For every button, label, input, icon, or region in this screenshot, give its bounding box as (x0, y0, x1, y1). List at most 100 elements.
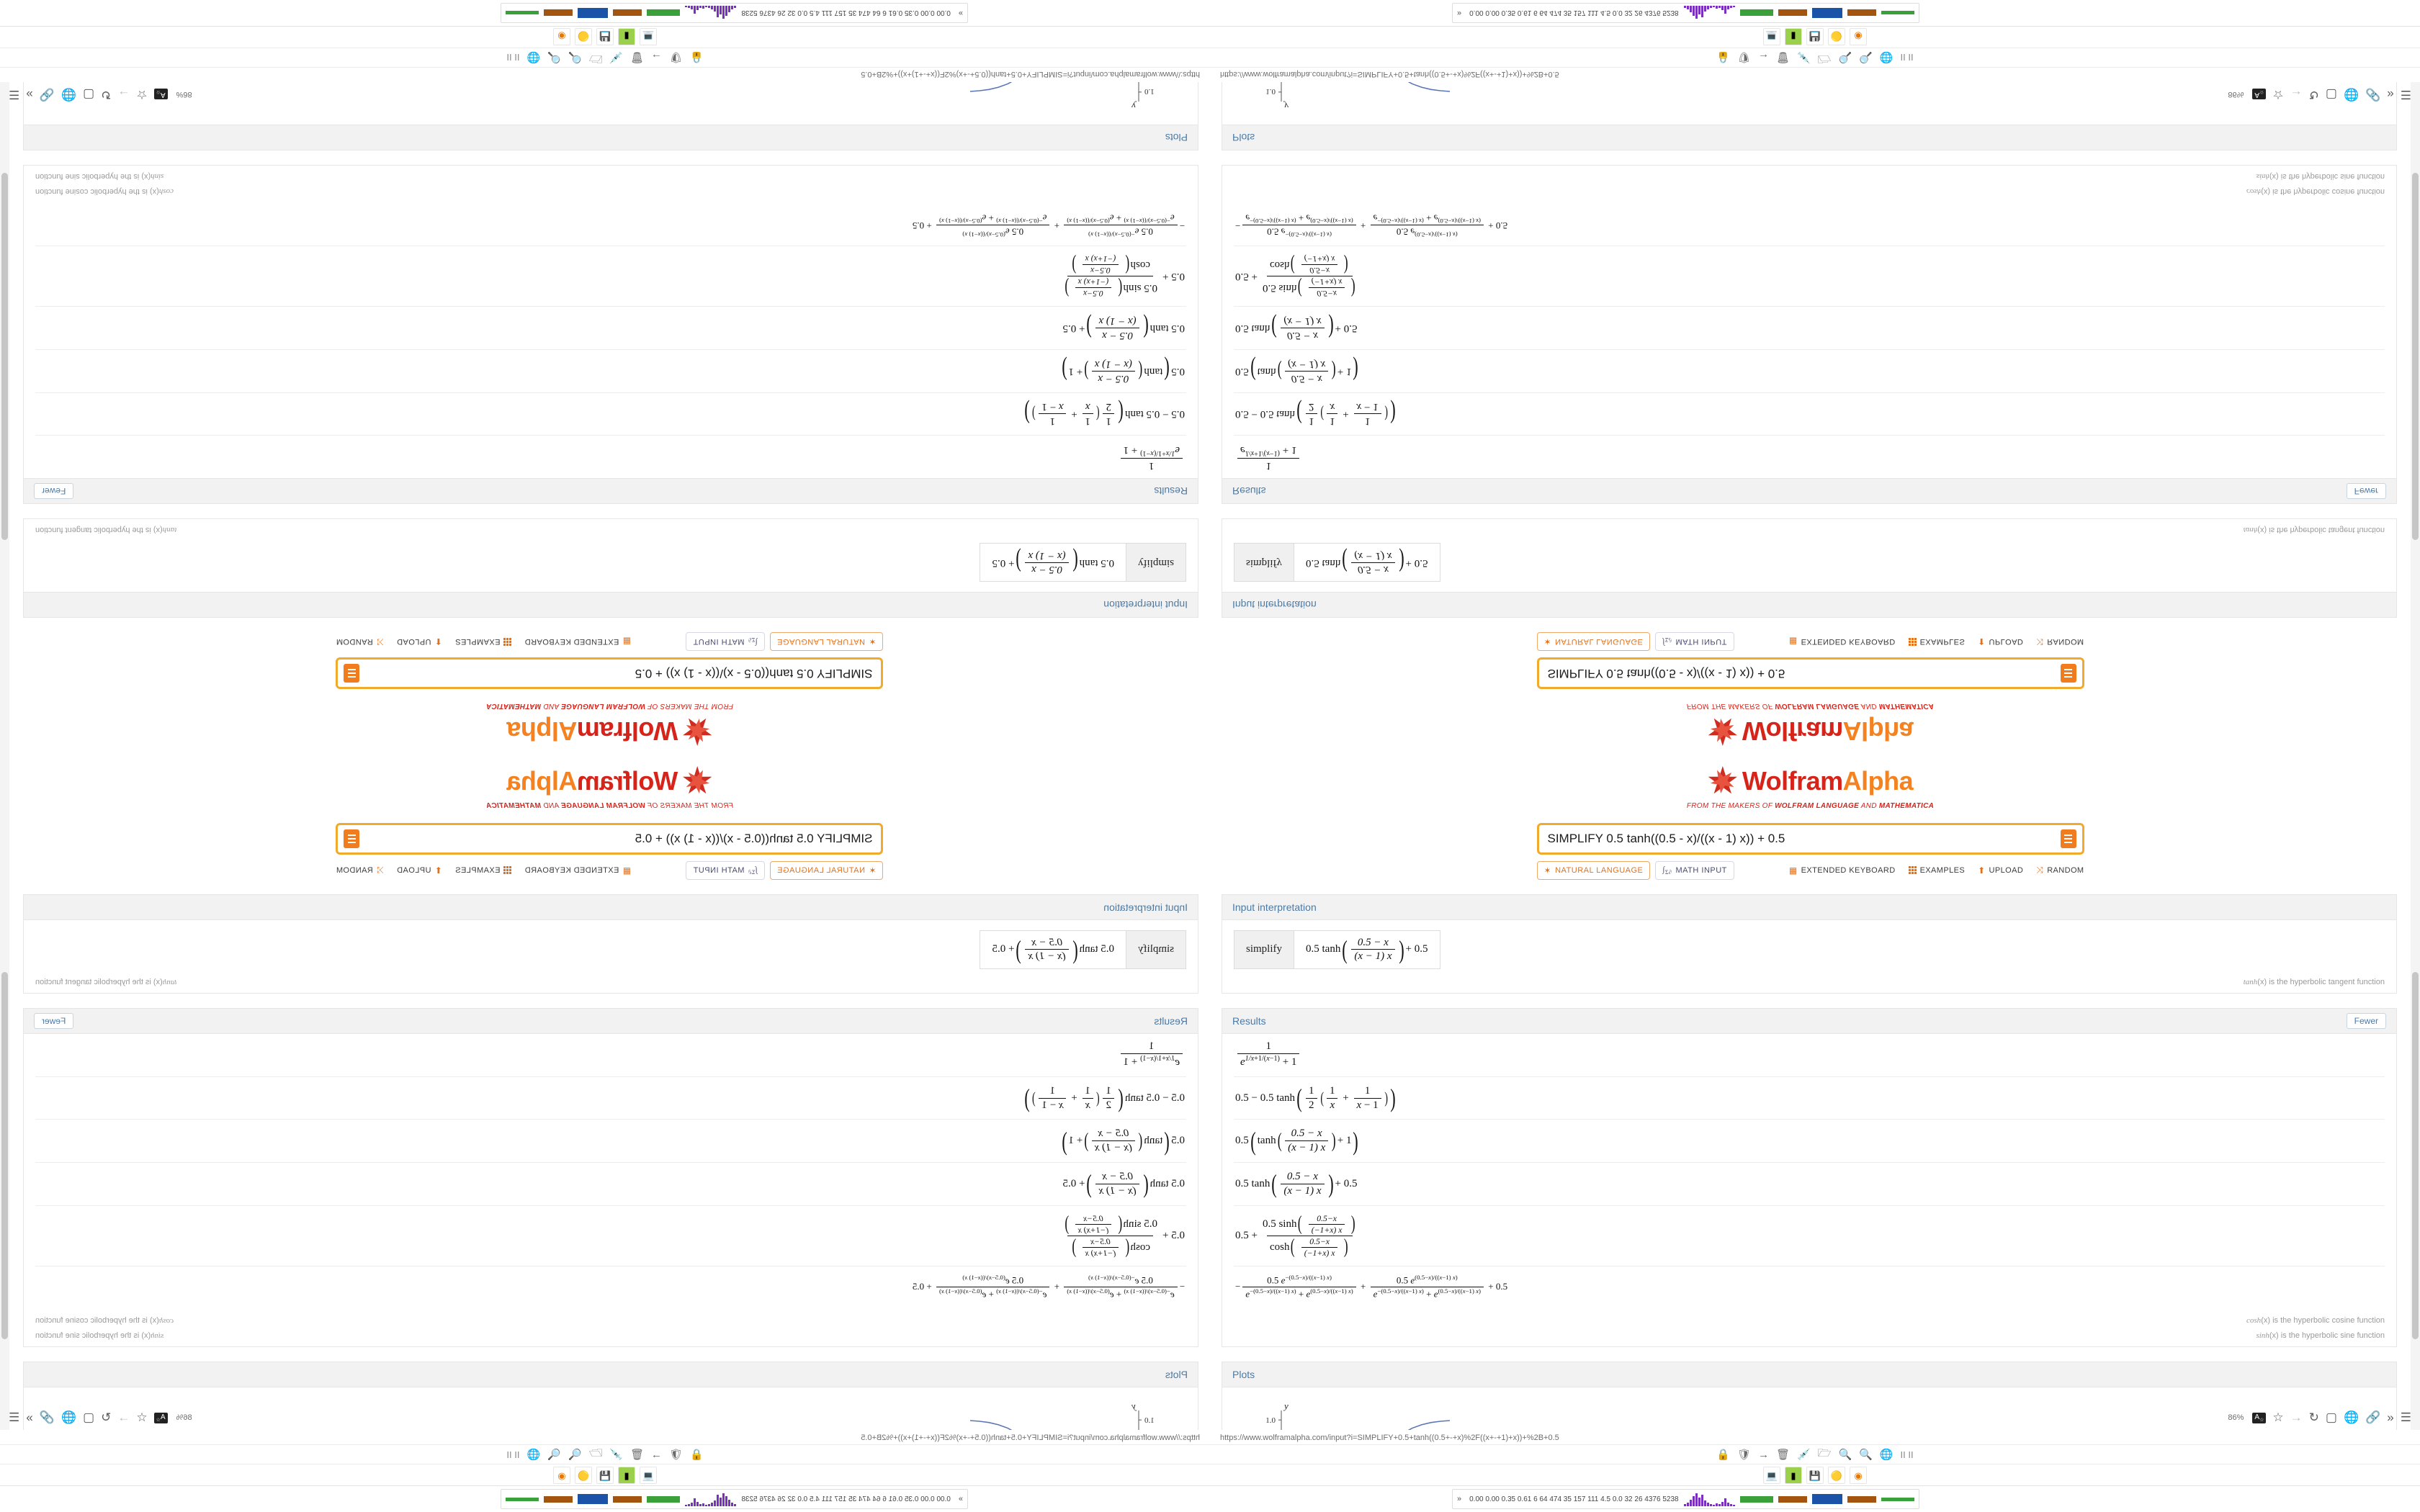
math-input-button[interactable]: ∫Σ∂ MATH INPUT (686, 632, 765, 652)
page-scrollbar[interactable] (2411, 82, 2420, 756)
search-input[interactable] (1538, 666, 2061, 681)
bookmark-star-icon[interactable]: ☆ (136, 1410, 148, 1424)
examples-button[interactable]: EXAMPLES (455, 637, 512, 646)
scrollbar-thumb[interactable] (2412, 972, 2419, 1339)
wolframalpha-logo[interactable]: WolframAlpha (336, 766, 884, 796)
lock-icon[interactable]: 🔒 (689, 1449, 704, 1461)
globe-icon[interactable]: 🌐 (1879, 51, 1894, 63)
chevron-up-icon[interactable]: » (1457, 1495, 1462, 1503)
examples-button[interactable]: EXAMPLES (1908, 637, 1965, 646)
reader-icon[interactable]: ▢ (83, 88, 95, 102)
globe-icon[interactable]: 🌐 (2343, 88, 2360, 102)
blender-icon[interactable]: ◉ (553, 1467, 570, 1484)
floppy-disk-icon[interactable]: 💾 (596, 28, 614, 45)
query-box[interactable] (1536, 657, 2084, 690)
folder-icon[interactable]: 🗁 (1817, 1446, 1832, 1459)
chevron-up-icon[interactable]: » (958, 1495, 963, 1503)
page-scrollbar[interactable] (0, 82, 9, 756)
zoom-level[interactable]: 86% (176, 1413, 192, 1422)
query-box[interactable] (336, 822, 884, 855)
arrow-right-icon[interactable]: → (650, 51, 662, 64)
forward-arrow-icon[interactable]: → (117, 1410, 130, 1424)
search-input[interactable] (359, 666, 882, 681)
terminal-icon[interactable]: ▮ (1785, 28, 1802, 45)
natural-language-button[interactable]: ✶ NATURAL LANGUAGE (1536, 632, 1651, 652)
share-icon[interactable]: 🔗 (39, 88, 55, 102)
scrollbar-thumb[interactable] (1, 972, 8, 1339)
examples-button[interactable]: EXAMPLES (1908, 866, 1966, 875)
upload-button[interactable]: ⬆ UPLOAD (1978, 636, 2023, 647)
equals-keypad-icon[interactable] (2060, 829, 2076, 848)
zoom-level[interactable]: 86% (176, 90, 192, 99)
trash-icon[interactable]: 🗑 (1776, 1449, 1791, 1461)
shield-icon[interactable]: 🛡 (668, 1449, 683, 1461)
math-input-button[interactable]: ∫Σ∂ MATH INPUT (1655, 860, 1734, 880)
reload-icon[interactable]: ↻ (2308, 1410, 2319, 1424)
scrollbar-thumb[interactable] (1, 173, 8, 540)
arrow-right-icon[interactable]: → (1758, 1448, 1770, 1461)
display-icon[interactable]: 💻 (1763, 28, 1780, 45)
wolframalpha-logo[interactable]: WolframAlpha (336, 716, 884, 746)
firefox-icon[interactable]: 🟡 (1828, 1467, 1845, 1484)
magnifier-icon-2[interactable]: 🔍 (1859, 1449, 1873, 1461)
fewer-button[interactable]: Fewer (34, 482, 74, 499)
firefox-icon[interactable]: 🟡 (575, 1467, 592, 1484)
chevron-up-icon[interactable]: » (1457, 9, 1462, 17)
forward-arrow-icon[interactable]: → (2290, 1410, 2303, 1424)
folder-icon[interactable]: 🗁 (1817, 53, 1832, 66)
natural-language-button[interactable]: ✶ NATURAL LANGUAGE (769, 860, 884, 880)
menu-icon[interactable]: ☰ (9, 1410, 20, 1424)
syringe-icon[interactable]: 💉 (1797, 1449, 1811, 1461)
wolframalpha-logo[interactable]: WolframAlpha (1537, 766, 2084, 796)
random-button[interactable]: ⤨ RANDOM (2036, 636, 2084, 647)
trash-icon[interactable]: 🗑 (629, 1449, 644, 1461)
upload-button[interactable]: ⬆ UPLOAD (1978, 865, 2023, 876)
natural-language-button[interactable]: ✶ NATURAL LANGUAGE (1536, 860, 1651, 880)
globe-icon[interactable]: 🌐 (60, 1410, 77, 1424)
translate-icon[interactable]: A☆ (153, 1412, 168, 1423)
magnifier-icon[interactable]: 🔍 (1838, 51, 1852, 63)
equals-keypad-icon[interactable] (344, 829, 360, 848)
floppy-disk-icon[interactable]: 💾 (1806, 1467, 1824, 1484)
bookmark-star-icon[interactable]: ☆ (2272, 88, 2284, 102)
random-button[interactable]: ⤨ RANDOM (2036, 865, 2084, 876)
bookmark-star-icon[interactable]: ☆ (2272, 1410, 2284, 1424)
reload-icon[interactable]: ↻ (2308, 88, 2319, 102)
reload-icon[interactable]: ↻ (101, 1410, 112, 1424)
share-icon[interactable]: 🔗 (2365, 1410, 2381, 1424)
lock-icon[interactable]: 🔒 (689, 51, 704, 63)
globe-icon[interactable]: 🌐 (1879, 1449, 1894, 1461)
tray-monitor-widget[interactable]: » 0.00 0.00 0.35 0.61 6 64 474 35 157 11… (501, 1489, 968, 1509)
trash-icon[interactable]: 🗑 (1776, 51, 1791, 63)
globe-icon[interactable]: 🌐 (2343, 1410, 2360, 1424)
menu-icon[interactable]: ☰ (2400, 1410, 2411, 1424)
globe-icon[interactable]: 🌐 (526, 1449, 541, 1461)
forward-arrow-icon[interactable]: → (117, 88, 130, 102)
firefox-icon[interactable]: 🟡 (1828, 28, 1845, 45)
terminal-icon[interactable]: ▮ (618, 28, 635, 45)
overflow-chevrons-icon[interactable]: » (2387, 1410, 2394, 1424)
blender-icon[interactable]: ◉ (1850, 28, 1867, 45)
search-input[interactable] (359, 831, 882, 846)
overflow-chevrons-icon[interactable]: » (26, 1410, 33, 1424)
math-input-button[interactable]: ∫Σ∂ MATH INPUT (686, 860, 765, 880)
syringe-icon[interactable]: 💉 (1797, 51, 1811, 63)
search-input[interactable] (1538, 831, 2061, 846)
display-icon[interactable]: 💻 (1763, 1467, 1780, 1484)
equals-keypad-icon[interactable] (344, 664, 360, 683)
translate-icon[interactable]: A☆ (2252, 89, 2267, 100)
menu-icon[interactable]: ☰ (2400, 88, 2411, 102)
fewer-button[interactable]: Fewer (34, 1013, 74, 1030)
zoom-level[interactable]: 86% (2228, 1413, 2244, 1422)
folder-icon[interactable]: 🗁 (588, 53, 603, 66)
blender-icon[interactable]: ◉ (1850, 1467, 1867, 1484)
math-input-button[interactable]: ∫Σ∂ MATH INPUT (1655, 632, 1734, 652)
terminal-icon[interactable]: ▮ (1785, 1467, 1802, 1484)
translate-icon[interactable]: A☆ (153, 89, 168, 100)
menu-icon[interactable]: ☰ (9, 88, 20, 102)
equals-keypad-icon[interactable] (2060, 664, 2076, 683)
share-icon[interactable]: 🔗 (39, 1410, 55, 1424)
examples-button[interactable]: EXAMPLES (455, 866, 512, 875)
overflow-chevrons-icon[interactable]: » (26, 88, 33, 102)
random-button[interactable]: ⤨ RANDOM (336, 636, 384, 647)
